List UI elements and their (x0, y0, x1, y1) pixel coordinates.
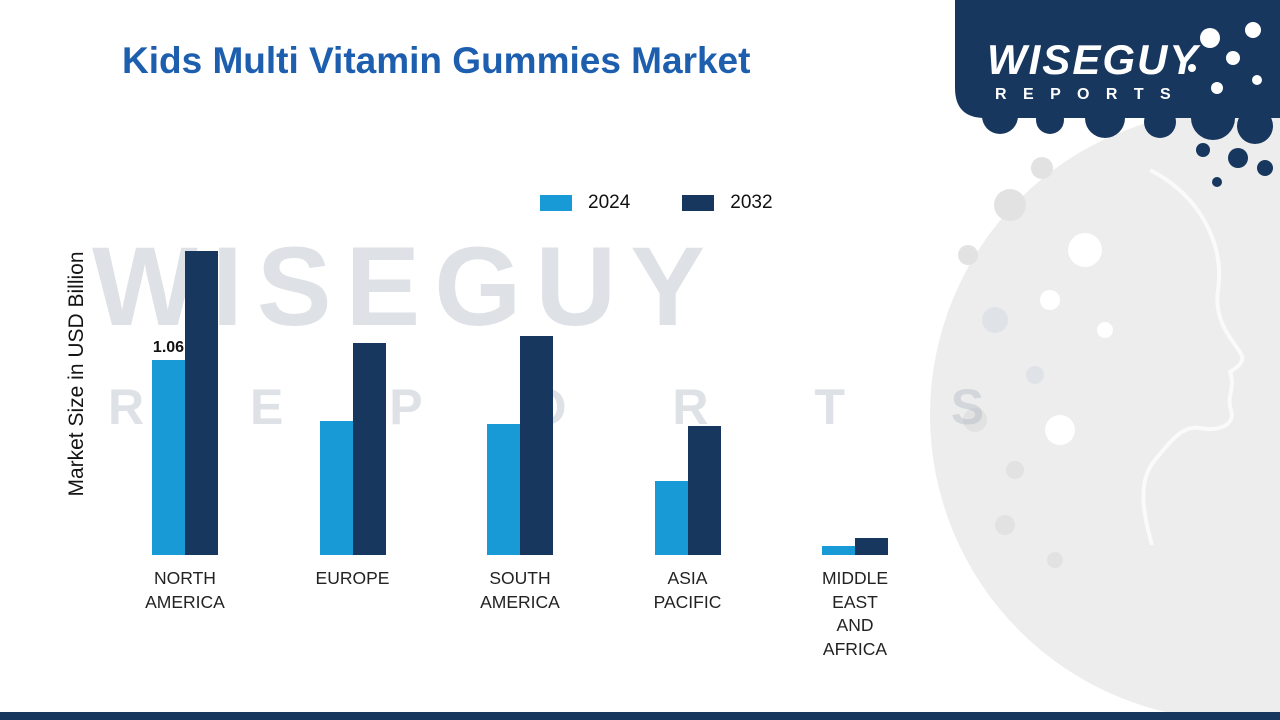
bar-pair (487, 220, 553, 555)
logo-subtitle-text: R E P O R T S (995, 86, 1177, 103)
bar-group-europe: EUROPE (278, 220, 428, 662)
bar-pair (319, 220, 386, 555)
wiseguy-logo: WISEGUY R E P O R T S (955, 0, 1280, 210)
category-label-south-america: SOUTH AMERICA (480, 568, 560, 612)
bar-wrap: 1.06 (152, 339, 185, 555)
bar-2032-europe (352, 343, 386, 555)
bar-wrap (185, 251, 218, 555)
legend-item-2024: 2024 (540, 192, 630, 214)
legend-swatch-2024 (540, 195, 572, 211)
bar-2024-europe (319, 421, 353, 555)
bar-wrap (687, 426, 721, 555)
legend-label-2024: 2024 (588, 192, 631, 213)
logo-background-shape (955, 0, 1280, 187)
bar-wrap (855, 538, 888, 555)
bar-wrap (319, 421, 353, 555)
bar-pair: 1.06 (152, 220, 218, 555)
bar-chart: 1.06 NORTH AMERICA EUROPE SOUTH AMERICA ASIA… (110, 220, 930, 662)
logo-name-text: WISEGUY (987, 36, 1200, 83)
bar-group-asia-pacific: ASIA PACIFIC (613, 220, 763, 662)
bar-group-middle-east-and-africa: MIDDLE EAST AND AFRICA (780, 220, 930, 662)
page-title: Kids Multi Vitamin Gummies Market (122, 40, 751, 81)
bar-2032-north-america (185, 251, 218, 555)
category-label-middle-east-and-africa: MIDDLE EAST AND AFRICA (821, 568, 889, 659)
category-label-asia-pacific: ASIA PACIFIC (653, 568, 722, 612)
bar-group-south-america: SOUTH AMERICA (445, 220, 595, 662)
bar-wrap (487, 424, 520, 555)
chart-legend: 2024 2032 (540, 192, 773, 214)
category-label-europe: EUROPE (315, 568, 390, 588)
bar-wrap (822, 546, 855, 555)
bar-wrap (654, 481, 688, 555)
bar-2024-middle-east-and-africa (822, 546, 855, 555)
bar-2032-asia-pacific (687, 426, 721, 555)
bar-pair (654, 220, 721, 555)
y-axis-label: Market Size in USD Billion (65, 251, 88, 497)
bar-2032-south-america (520, 336, 553, 555)
bar-wrap (352, 343, 386, 555)
bar-value-label: 1.06 (152, 339, 185, 356)
category-label-north-america: NORTH AMERICA (145, 568, 225, 612)
bar-2024-north-america (152, 360, 185, 555)
bar-2024-south-america (487, 424, 520, 555)
legend-label-2032: 2032 (730, 192, 773, 213)
bar-pair (822, 220, 888, 555)
bottom-accent-bar (0, 712, 1280, 720)
legend-item-2032: 2032 (682, 192, 773, 214)
bar-group-north-america: 1.06 NORTH AMERICA (110, 220, 260, 662)
bar-wrap (520, 336, 553, 555)
bar-2024-asia-pacific (654, 481, 688, 555)
bar-2032-middle-east-and-africa (855, 538, 888, 555)
legend-swatch-2032 (682, 195, 715, 211)
